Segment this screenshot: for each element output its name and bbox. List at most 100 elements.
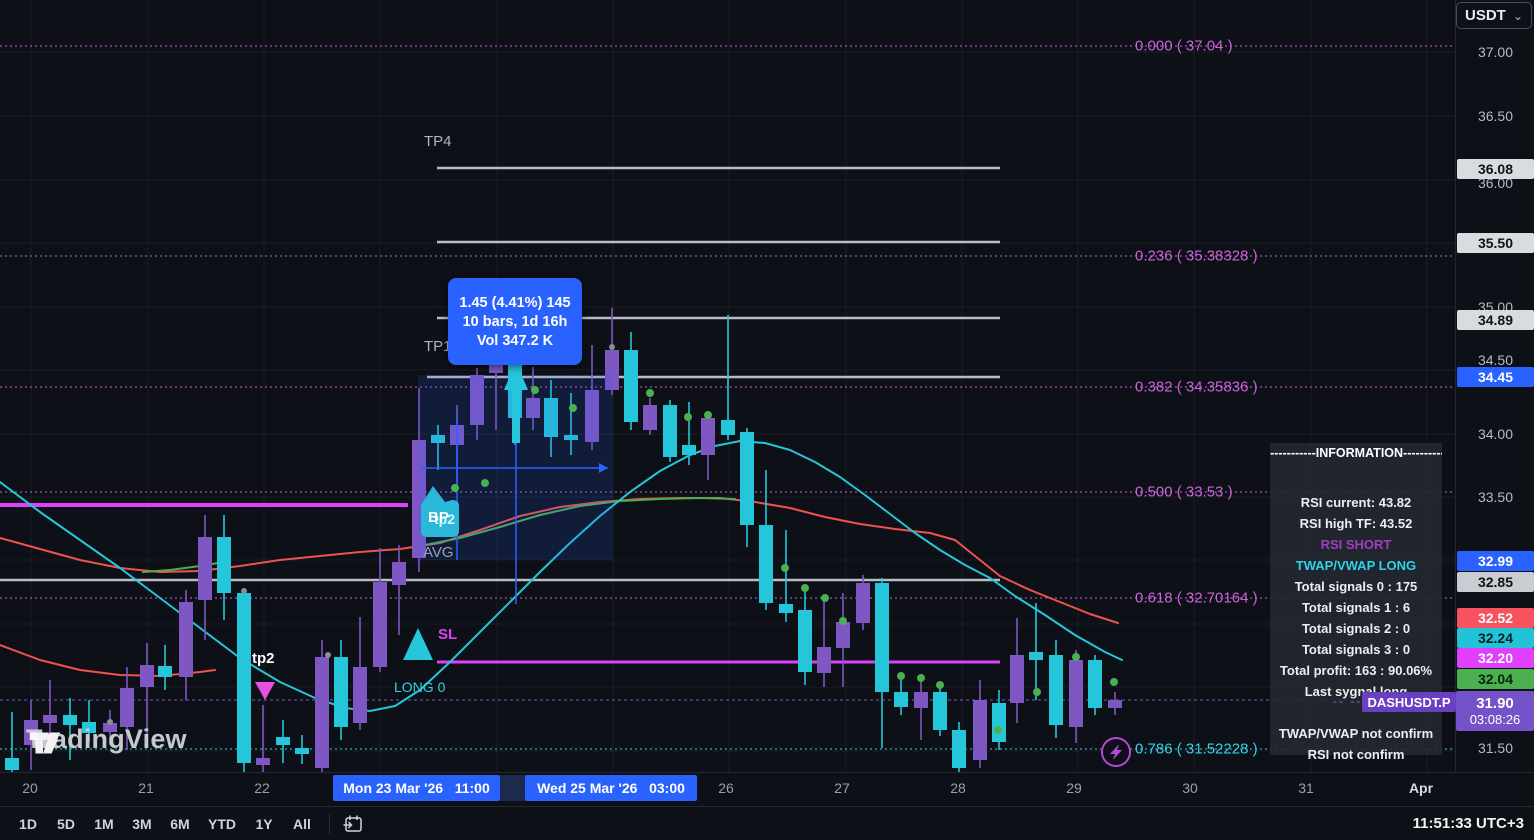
signal-dot-gray xyxy=(107,719,113,725)
info-panel-row: Total signals 1 : 6 xyxy=(1301,600,1411,615)
tp4-label: TP4 xyxy=(424,133,452,150)
time-axis-crosshair-badge: Wed 25 Mar '26 03:00 xyxy=(525,775,697,801)
price-axis-level-badge: 34.89 xyxy=(1457,310,1534,330)
price-line-dashes: -- -- xyxy=(1333,694,1363,708)
candle-body xyxy=(1108,700,1122,708)
price-axis-level-badge: 32.20 xyxy=(1457,648,1534,668)
signal-dot-green xyxy=(781,564,789,572)
candle-body xyxy=(373,582,387,667)
bottom-toolbar: 1D 5D 1M 3M 6M YTD 1Y All 11:51:33 UTC+3 xyxy=(0,806,1534,840)
fib-level-label: 0.618 ( 32.70164 ) xyxy=(1135,589,1258,607)
signal-dot-green xyxy=(897,672,905,680)
ma-line-green-segment xyxy=(142,560,231,573)
price-axis-level-badge: 32.99 xyxy=(1457,551,1534,571)
candle-body xyxy=(798,610,812,672)
signal-dot-green xyxy=(821,594,829,602)
candle-body xyxy=(353,667,367,723)
time-axis-label: 30 xyxy=(1182,780,1198,796)
signal-dot-gray xyxy=(325,652,331,658)
time-axis-label: 22 xyxy=(254,780,270,796)
candle-body xyxy=(894,692,908,707)
signal-dot-green xyxy=(994,726,1002,734)
ma-line-teal xyxy=(0,440,1123,712)
range-button-1m[interactable]: 1M xyxy=(94,815,114,832)
range-button-5d[interactable]: 5D xyxy=(57,815,75,832)
time-axis-label: 29 xyxy=(1066,780,1082,796)
bp-overlay-label: tp2 xyxy=(434,511,455,527)
fib-level-label: 0.236 ( 35.38328 ) xyxy=(1135,247,1258,265)
candle-body xyxy=(740,432,754,525)
signal-dot-green xyxy=(684,413,692,421)
candle-body xyxy=(1029,652,1043,660)
bp-label: BP xyxy=(428,509,449,526)
measure-arrow-head xyxy=(599,463,608,473)
entry-arrow-head xyxy=(504,362,528,390)
tp2-marker-triangle xyxy=(255,682,275,700)
price-axis-label: 31.50 xyxy=(1477,740,1514,756)
signal-dot-green xyxy=(451,484,459,492)
ma-line-green-segment xyxy=(419,497,736,547)
price-axis-level-badge: 34.45 xyxy=(1457,367,1534,387)
entry-arrow-shaft xyxy=(512,388,520,443)
price-axis-label: 36.00 xyxy=(1477,175,1514,191)
info-panel-row: Total signals 3 : 0 xyxy=(1301,642,1411,657)
price-axis-label: 36.50 xyxy=(1477,108,1514,124)
info-panel-row: RSI high TF: 43.52 xyxy=(1299,516,1413,531)
info-panel-row: Total signals 0 : 175 xyxy=(1294,579,1418,594)
price-axis-level-badge: 32.04 xyxy=(1457,669,1534,689)
candle-body xyxy=(1010,655,1024,703)
price-axis-level-badge: 32.52 xyxy=(1457,608,1534,628)
fib-level-label: 0.500 ( 33.53 ) xyxy=(1135,483,1233,501)
range-button-1d[interactable]: 1D xyxy=(19,815,37,832)
candle-body xyxy=(120,688,134,727)
range-button-3m[interactable]: 3M xyxy=(132,815,152,832)
info-panel-title: -----------INFORMATION----------- xyxy=(1270,446,1442,460)
bar-countdown: 03:08:26 xyxy=(1469,712,1521,727)
candle-body xyxy=(585,390,599,442)
price-axis[interactable]: 37.00 36.50 36.00 35.00 34.50 34.00 33.50 31.50… xyxy=(1455,0,1534,772)
candle-body xyxy=(544,398,558,437)
currency-unit-selector[interactable]: USDT ⌄ xyxy=(1456,2,1532,29)
candle-body xyxy=(624,350,638,422)
info-panel-row: RSI not confirm xyxy=(1307,747,1405,762)
candle-body xyxy=(973,700,987,760)
candle-body xyxy=(179,602,193,677)
candle-body xyxy=(701,418,715,455)
candle-body xyxy=(295,748,309,754)
boost-icon[interactable] xyxy=(1101,737,1131,767)
sl-label: SL xyxy=(438,626,458,643)
candle-body xyxy=(914,692,928,708)
strategy-info-panel: -----------INFORMATION----------- RSI cu… xyxy=(1270,443,1442,762)
last-price-badge: 31.90 03:08:26 xyxy=(1456,691,1534,731)
chart-canvas[interactable]: TP4 TP1 tp2 AVG SL LONG 0 BP tp2 0.000 (… xyxy=(0,0,1455,772)
info-panel-row: TWAP/VWAP LONG xyxy=(1295,558,1417,573)
measure-change: 1.45 (4.41%) 145 xyxy=(459,294,571,311)
candle-body xyxy=(256,758,270,765)
candle-body xyxy=(334,657,348,727)
range-button-all[interactable]: All xyxy=(293,815,311,832)
date-range-buttons: 1D 5D 1M 3M 6M YTD 1Y All xyxy=(0,812,321,836)
candle-body xyxy=(1069,660,1083,727)
price-axis-level-badge: 32.24 xyxy=(1457,628,1534,648)
long-position-label: LONG 0 xyxy=(394,679,446,695)
range-button-6m[interactable]: 6M xyxy=(170,815,190,832)
candle-body xyxy=(682,445,696,455)
range-button-1y[interactable]: 1Y xyxy=(255,815,273,832)
signal-dot-green xyxy=(481,479,489,487)
chevron-down-icon: ⌄ xyxy=(1512,8,1523,23)
candle-body xyxy=(1049,655,1063,725)
range-button-ytd[interactable]: YTD xyxy=(208,815,236,832)
time-axis-label: 28 xyxy=(950,780,966,796)
candle-body xyxy=(82,722,96,733)
tradingview-logo[interactable]: TradingView xyxy=(26,724,187,755)
signal-dot-green xyxy=(646,389,654,397)
fib-level-label: 0.000 ( 37.04 ) xyxy=(1135,37,1233,55)
time-axis-selection-highlight xyxy=(500,775,525,801)
go-to-date-button[interactable] xyxy=(342,814,364,834)
time-axis[interactable]: 20 21 22 26 27 28 29 30 31 Apr Mon 23 Mar '26 11:0… xyxy=(0,772,1534,806)
candle-body xyxy=(470,375,484,425)
symbol-price-line-badge: DASHUSDT.P xyxy=(1362,692,1456,712)
info-panel-row: TWAP/VWAP not confirm xyxy=(1278,726,1434,741)
candle-body xyxy=(276,737,290,745)
